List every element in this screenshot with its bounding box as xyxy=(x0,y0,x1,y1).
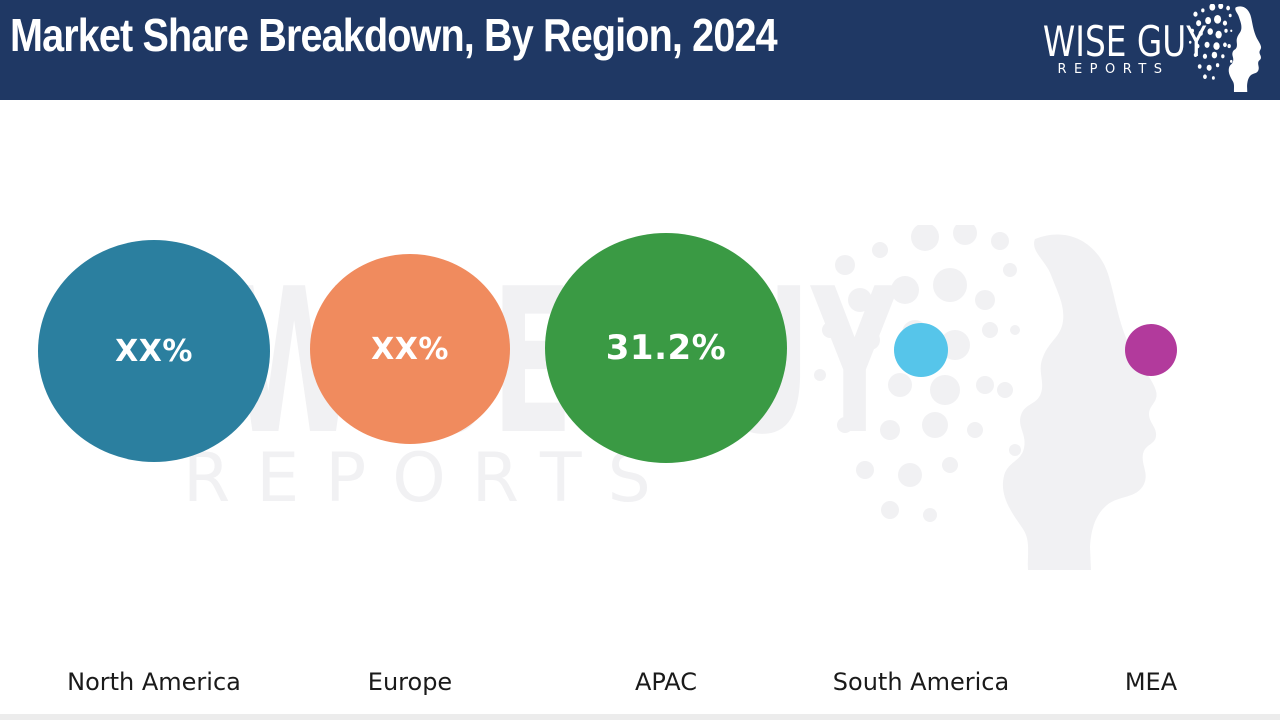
logo-reports-text: REPORTS xyxy=(1057,62,1170,78)
logo-text: WISE GUY REPORTS xyxy=(1024,16,1207,78)
bubble-north-america: XX% xyxy=(38,240,270,462)
page-title: Market Share Breakdown, By Region, 2024 xyxy=(10,9,778,61)
bubble-apac: 31.2% xyxy=(545,233,787,463)
watermark-head-icon xyxy=(814,225,1157,570)
watermark-reports-text: REPORTS xyxy=(183,439,677,518)
bubble-value: XX% xyxy=(371,331,449,367)
category-label-south-america: South America xyxy=(832,668,1010,696)
chart-area: WISE GUY REPORTS XX% XX% 31.2% North Ame… xyxy=(0,100,1280,714)
footer-strip xyxy=(0,714,1280,720)
logo-wordmark: WISE GUY xyxy=(1042,16,1207,66)
category-label-apac: APAC xyxy=(634,668,698,696)
bubble-mea xyxy=(1125,324,1177,376)
bubble-value: 31.2% xyxy=(605,328,727,368)
category-label-north-america: North America xyxy=(67,668,241,696)
category-label-mea: MEA xyxy=(1124,668,1178,696)
bubble-south-america xyxy=(894,323,948,377)
wiseguy-logo: WISE GUY REPORTS xyxy=(1024,4,1266,92)
bubble-value: XX% xyxy=(115,333,193,369)
header-bar: Market Share Breakdown, By Region, 2024 … xyxy=(0,0,1280,100)
category-label-europe: Europe xyxy=(367,668,453,696)
bubble-europe: XX% xyxy=(310,254,510,444)
